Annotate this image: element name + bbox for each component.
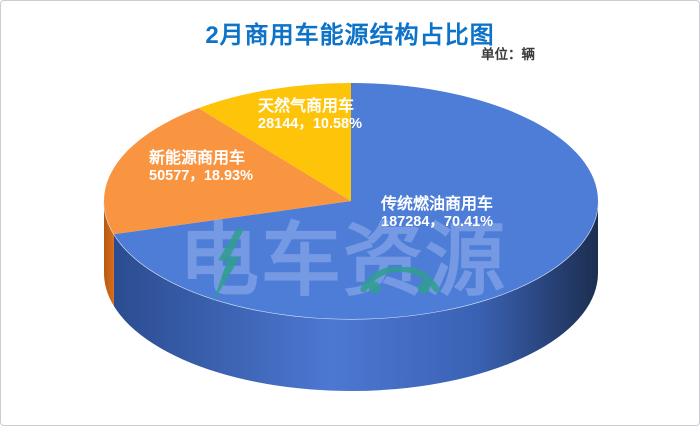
lightning-bolt-icon: [212, 229, 244, 303]
slice-value: 28144，10.58%: [258, 116, 362, 132]
pie-wall-1: [104, 201, 114, 307]
slice-value: 50577，18.93%: [149, 168, 253, 184]
unit-label: 单位：辆: [481, 47, 535, 62]
slice-label-0: 传统燃油商用车 187284，70.41%: [381, 196, 493, 231]
pie-slice-1: [103, 108, 351, 235]
slice-label-1: 新能源商用车 50577，18.93%: [149, 150, 253, 185]
slice-name: 新能源商用车: [149, 150, 246, 167]
page-title: 2月商用车能源结构占比图: [205, 22, 495, 49]
slice-name: 天然气商用车: [258, 98, 355, 115]
pie-wall-0: [113, 201, 598, 392]
car-icon: [360, 267, 440, 294]
slice-label-2: 天然气商用车 28144，10.58%: [258, 98, 362, 133]
slice-name: 传统燃油商用车: [381, 196, 494, 213]
pie-slice-2: [198, 83, 351, 201]
slice-value: 187284，70.41%: [381, 214, 494, 230]
